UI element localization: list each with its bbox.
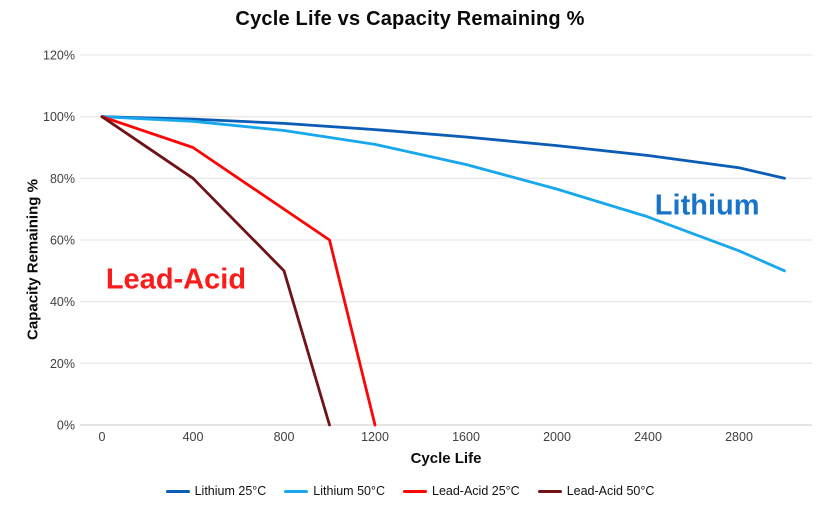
- legend-swatch: [165, 489, 190, 493]
- legend-swatch: [403, 489, 427, 493]
- legend-swatch: [284, 489, 309, 493]
- chart-title: Cycle Life vs Capacity Remaining %: [235, 8, 585, 30]
- annotation-lithium: Lithium: [655, 190, 760, 222]
- series-line-lead-acid-25-c: [100, 115, 377, 427]
- y-tick-label: 120%: [43, 49, 75, 63]
- x-tick-label: 0: [99, 430, 106, 444]
- y-tick-label: 100%: [43, 110, 75, 124]
- x-tick-label: 1200: [361, 430, 389, 444]
- x-tick-label: 2400: [634, 430, 662, 444]
- series-line-lithium-50-c: [100, 115, 786, 273]
- y-tick-label: 60%: [50, 234, 75, 248]
- y-tick-label: 0%: [57, 419, 75, 433]
- legend-label: Lead-Acid 25°C: [432, 484, 520, 498]
- x-tick-label: 1600: [452, 430, 480, 444]
- legend-item-lead-acid-25-c: Lead-Acid 25°C: [403, 484, 520, 498]
- x-tick-label: 2000: [543, 430, 571, 444]
- annotation-lead-acid: Lead-Acid: [106, 264, 246, 296]
- x-tick-label: 400: [183, 430, 204, 444]
- y-tick-label: 80%: [50, 172, 75, 186]
- series-line-lead-acid-50-c: [100, 115, 331, 427]
- y-tick-label: 20%: [50, 357, 75, 371]
- legend-label: Lead-Acid 50°C: [566, 484, 655, 498]
- x-tick-label: 2800: [725, 430, 753, 444]
- legend: Lithium 25°C Lithium 50°C Lead-Acid 25°C Le…: [0, 484, 820, 498]
- legend-item-lead-acid-50-c: Lead-Acid 50°C: [537, 484, 655, 498]
- series-line-lithium-25-c: [100, 115, 786, 180]
- legend-label: Lithium 25°C: [194, 484, 267, 498]
- y-tick-label: 40%: [50, 295, 75, 309]
- legend-label: Lithium 50°C: [313, 484, 385, 498]
- legend-swatch: [537, 489, 562, 493]
- x-axis-title: Cycle Life: [410, 450, 482, 467]
- legend-item-lithium-25-c: Lithium 25°C: [165, 484, 267, 498]
- y-axis-title: Capacity Remaining %: [24, 179, 42, 340]
- legend-item-lithium-50-c: Lithium 50°C: [284, 484, 385, 498]
- x-tick-label: 800: [274, 430, 295, 444]
